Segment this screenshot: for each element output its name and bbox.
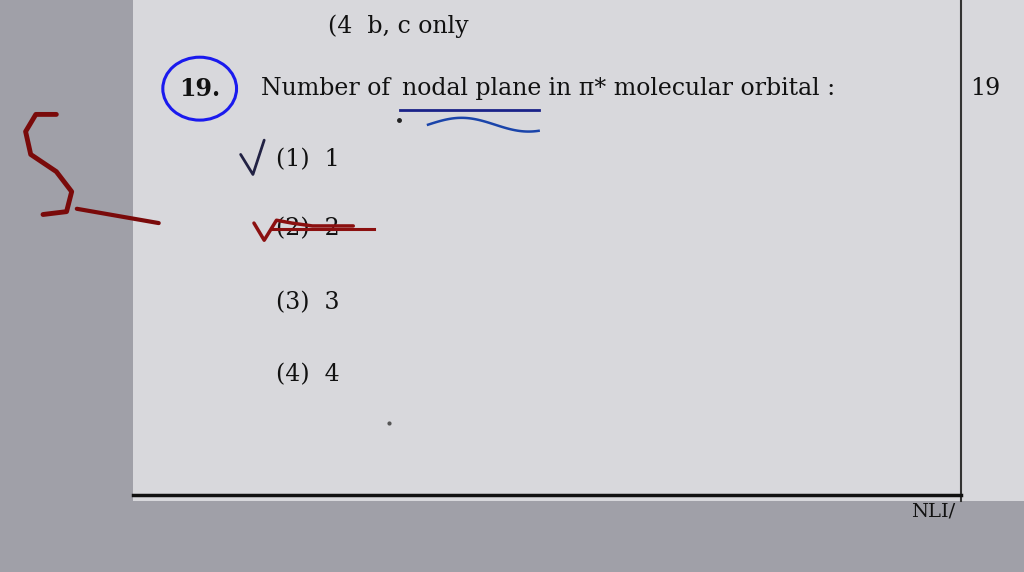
Text: 19.: 19. [179,77,220,101]
Text: (4  b, c only: (4 b, c only [328,14,468,38]
Text: (1)  1: (1) 1 [276,149,340,172]
Text: 19: 19 [970,77,1000,100]
Text: NLI/: NLI/ [911,503,955,521]
Text: Number of: Number of [261,77,397,100]
Text: (2)  2: (2) 2 [276,217,340,240]
Text: in π* molecular orbital :: in π* molecular orbital : [541,77,835,100]
Text: nodal plane: nodal plane [402,77,542,100]
Text: (4)  4: (4) 4 [276,363,340,386]
Bar [961,0,1024,500]
Bar [133,0,961,500]
Text: (3)  3: (3) 3 [276,292,340,315]
